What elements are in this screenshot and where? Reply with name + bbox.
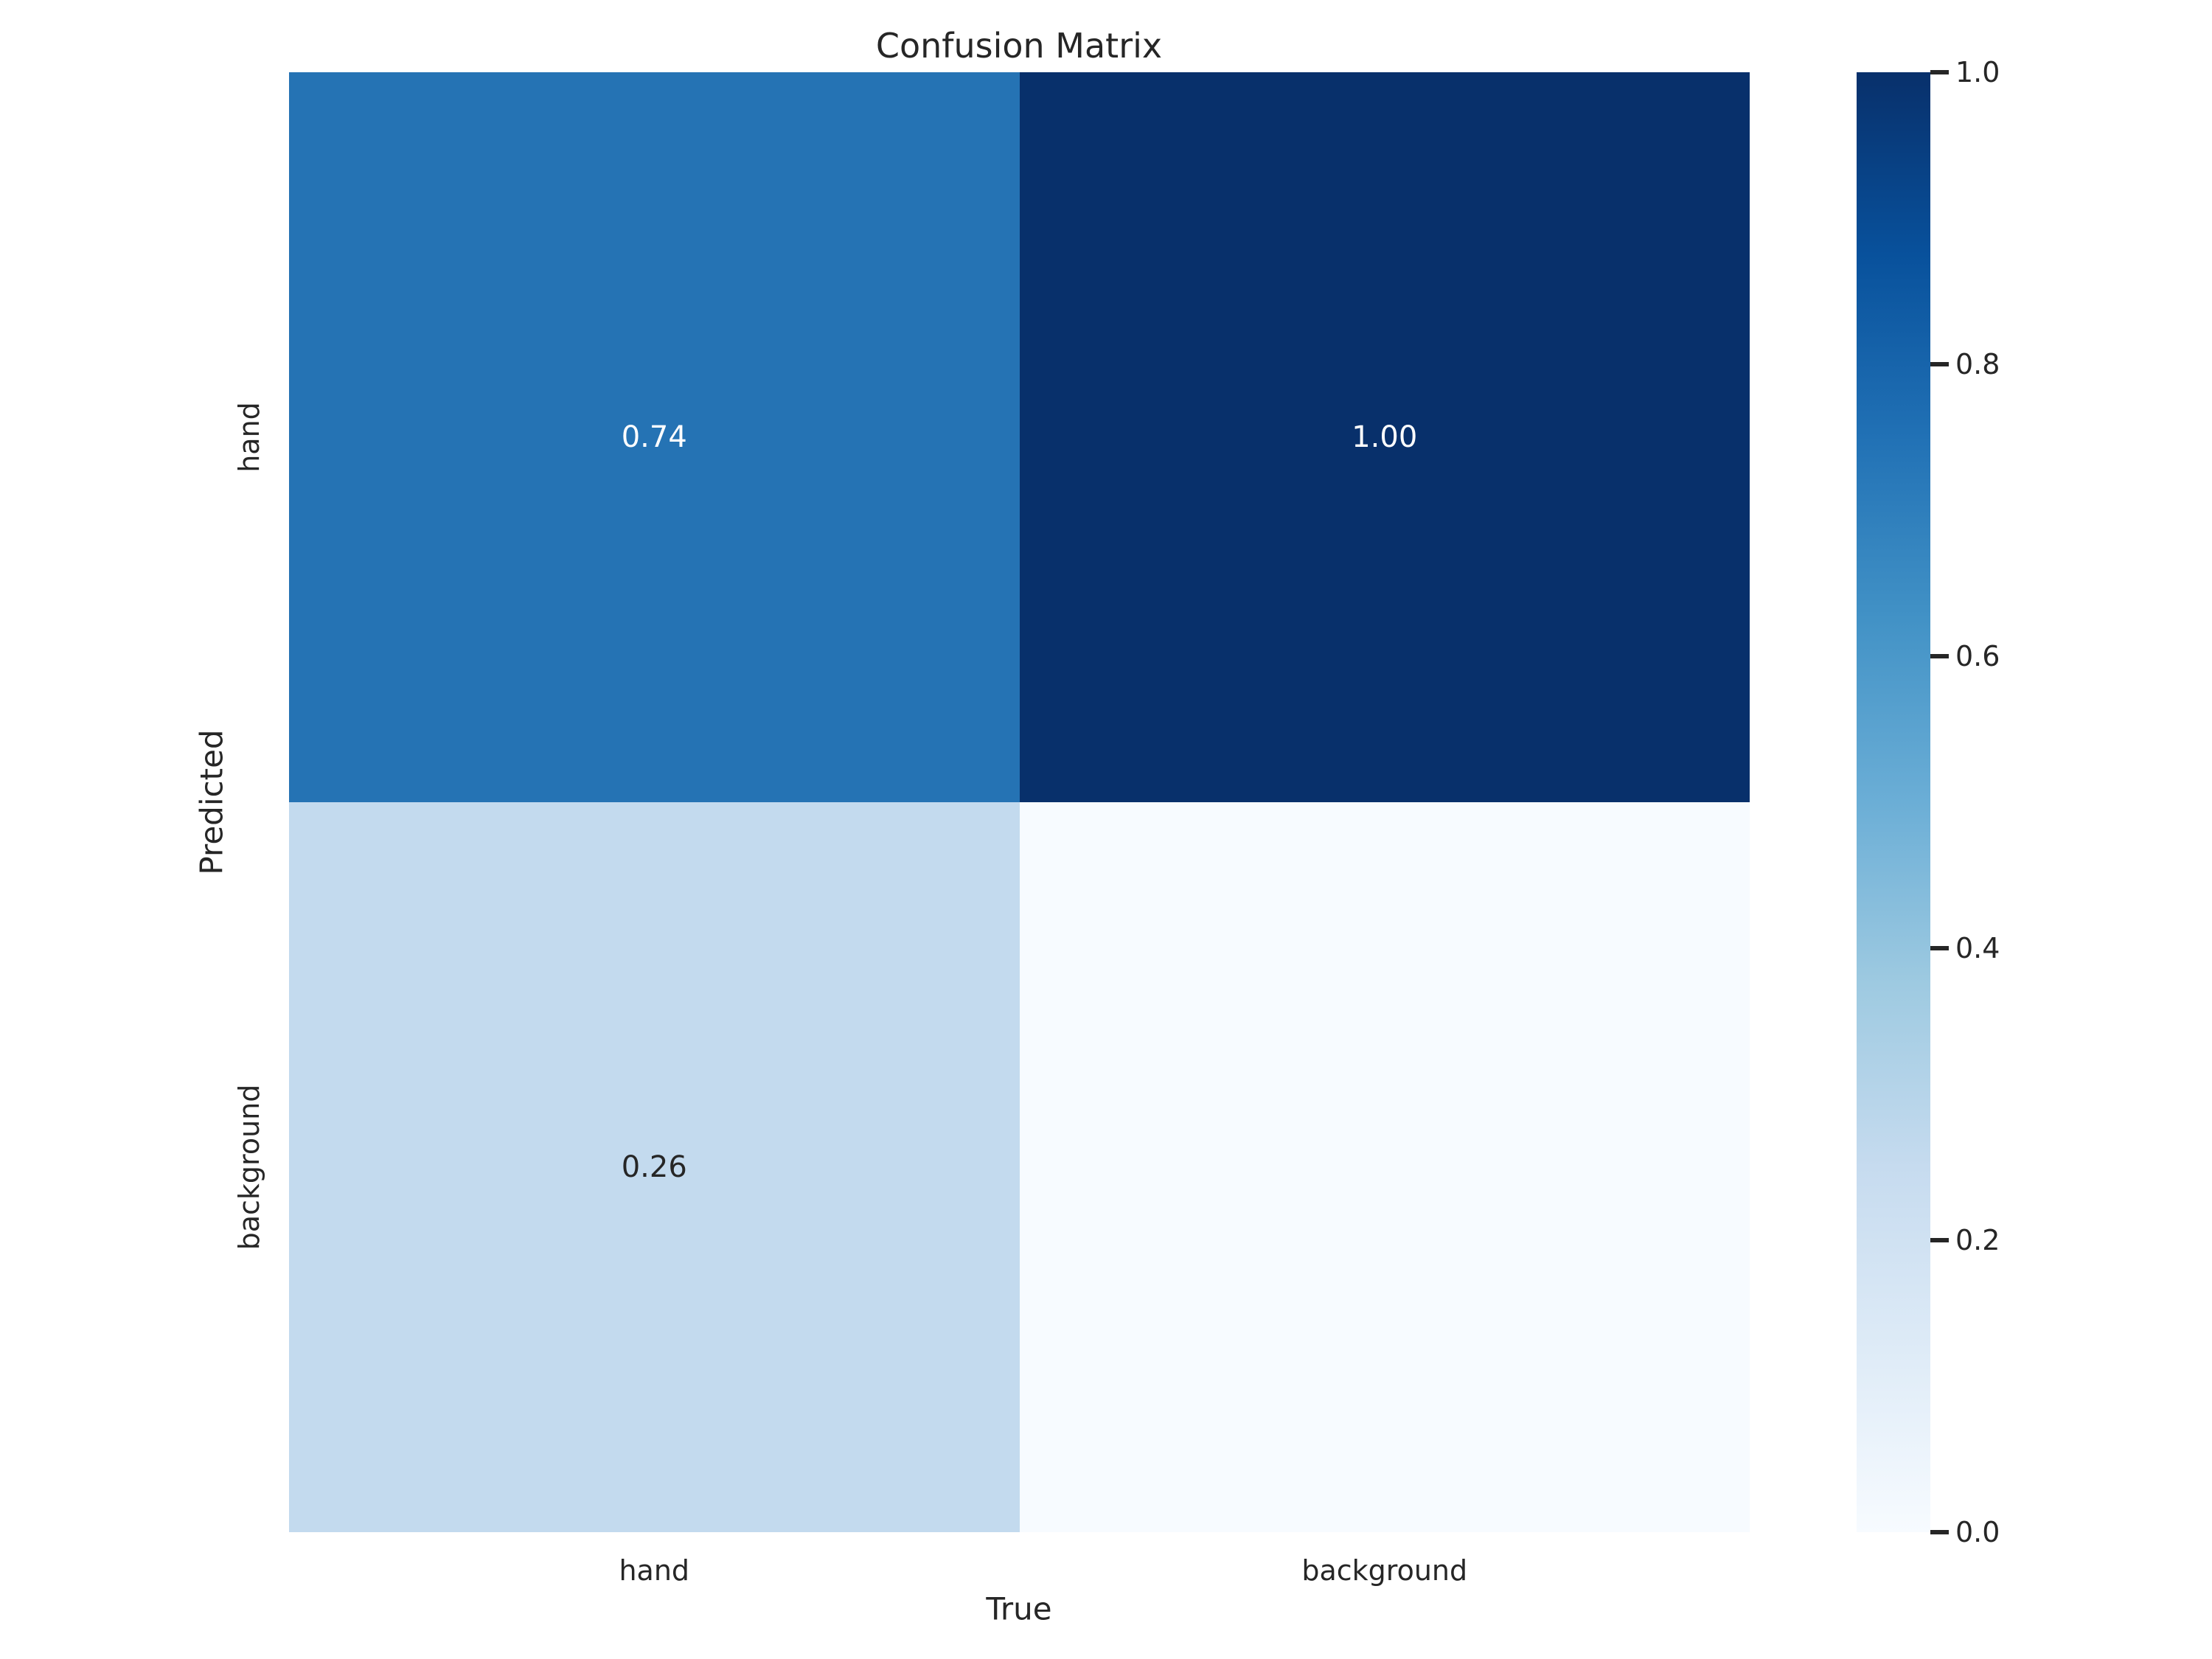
colorbar-tick-label-0.6: 0.6 [1955, 640, 2000, 672]
x-tick-label-background: background [1301, 1554, 1468, 1587]
colorbar-tickmark-0.0 [1930, 1530, 1949, 1534]
heatmap-cell-r0c1: 1.00 [1019, 72, 1750, 802]
colorbar-tick-label-1.0: 1.0 [1955, 56, 2000, 88]
cell-annotation: 0.26 [621, 1150, 687, 1184]
colorbar-tickmark-1.0 [1930, 70, 1949, 74]
chart-title: Confusion Matrix [875, 26, 1163, 66]
colorbar-tickmark-0.2 [1930, 1238, 1949, 1242]
colorbar-tick-label-0.2: 0.2 [1955, 1224, 2000, 1256]
colorbar-tick-label-0.8: 0.8 [1955, 348, 2000, 380]
heatmap-cell-r0c0: 0.74 [289, 72, 1020, 802]
x-tick-label-hand: hand [619, 1554, 690, 1587]
heatmap-cell-r1c1 [1019, 802, 1750, 1532]
heatmap: 0.74 1.00 0.26 [289, 72, 1750, 1532]
y-tick-label-background: background [233, 1084, 265, 1251]
colorbar-tick-label-0.4: 0.4 [1955, 932, 2000, 964]
y-axis-label: Predicted [193, 729, 230, 875]
colorbar-tickmark-0.8 [1930, 362, 1949, 366]
colorbar-tickmark-0.4 [1930, 946, 1949, 950]
colorbar-tick-label-0.0: 0.0 [1955, 1516, 2000, 1548]
x-axis-label: True [986, 1590, 1052, 1627]
cell-annotation: 1.00 [1352, 420, 1418, 454]
cell-annotation: 0.74 [621, 420, 687, 454]
colorbar [1857, 72, 1930, 1532]
heatmap-cell-r1c0: 0.26 [289, 802, 1020, 1532]
y-tick-label-hand: hand [233, 402, 265, 473]
colorbar-tickmark-0.6 [1930, 654, 1949, 658]
